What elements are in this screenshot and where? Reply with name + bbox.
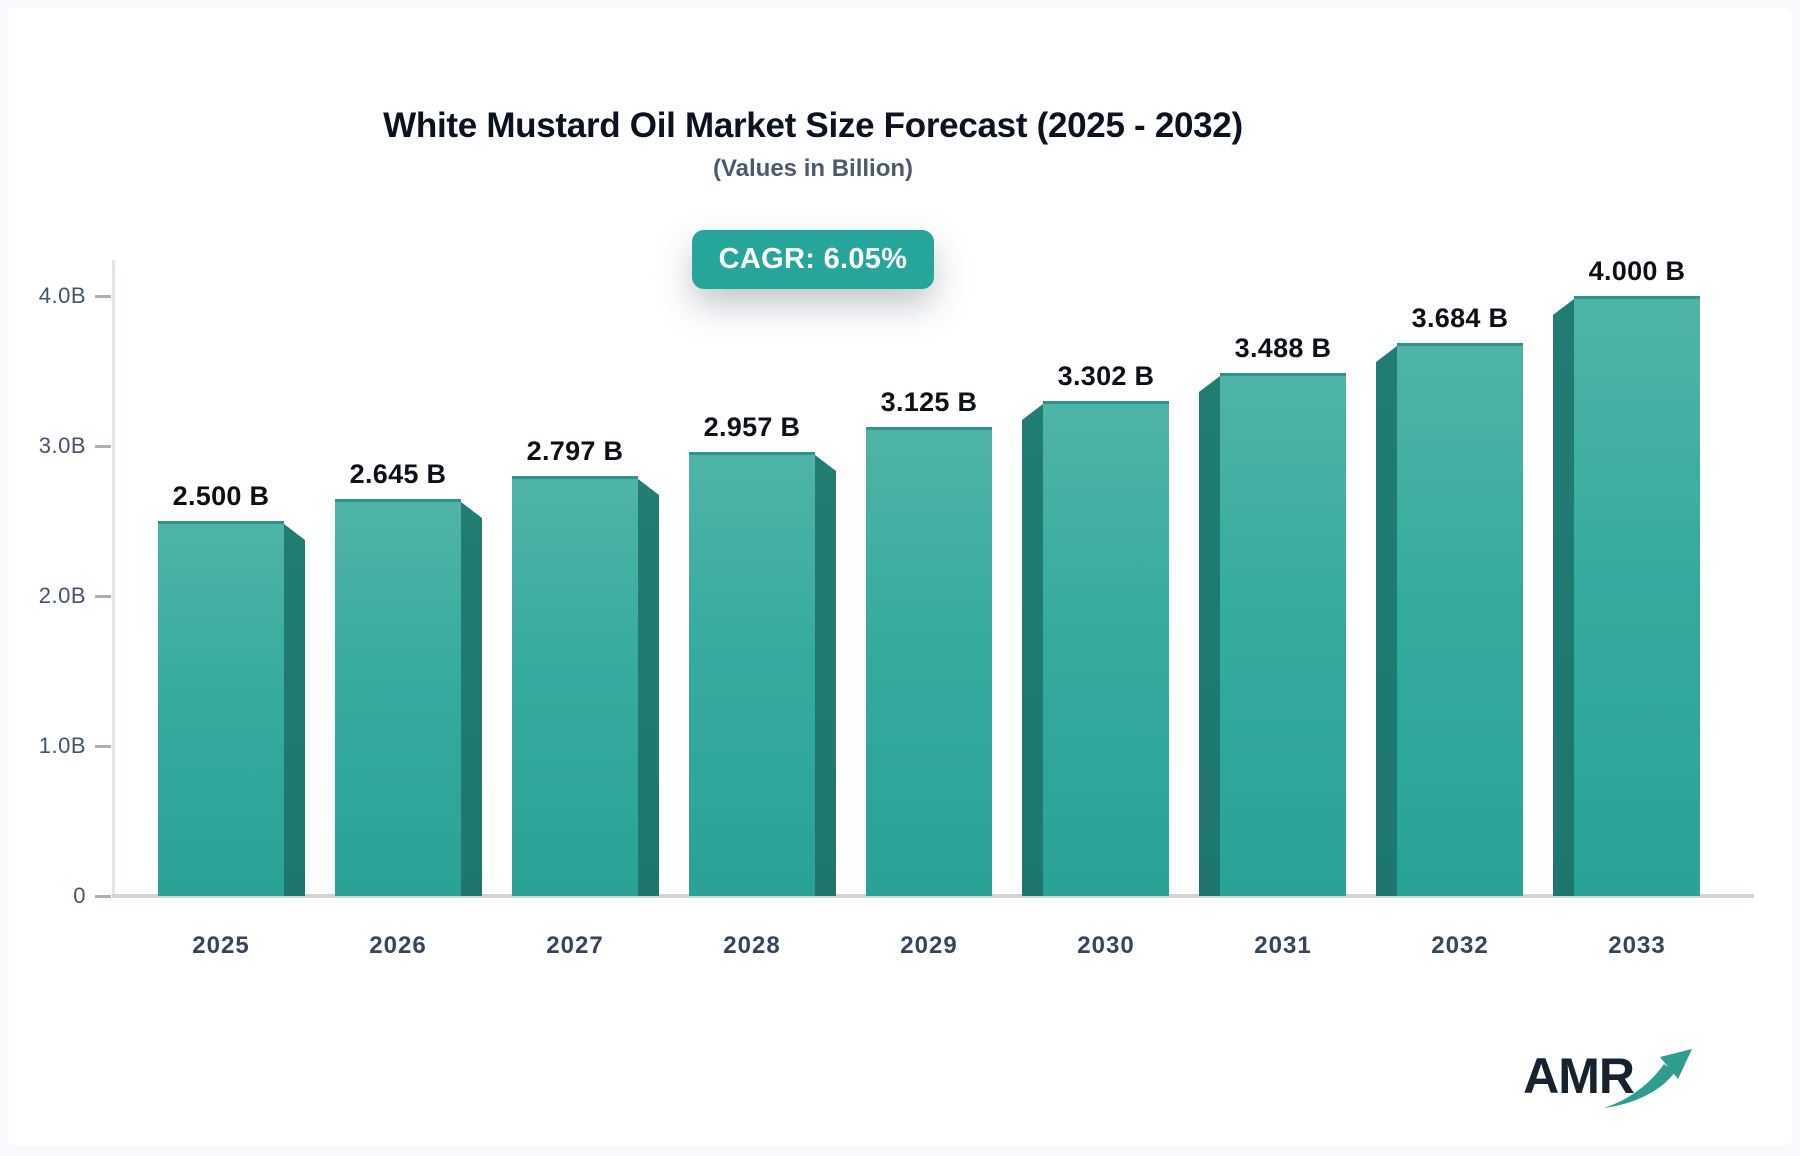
chart-card: White Mustard Oil Market Size Forecast (… bbox=[8, 8, 1792, 1146]
bar-group: 2.957 B 2028 bbox=[689, 412, 836, 959]
bar-group: 2.797 B 2027 bbox=[512, 436, 659, 959]
bar-face: 3.302 B bbox=[1022, 361, 1169, 896]
bar-group: 3.302 B 2030 bbox=[1022, 361, 1169, 959]
bar-value-label: 2.957 B bbox=[703, 412, 801, 442]
y-axis-tick-mark bbox=[95, 594, 111, 598]
bar-face: 2.957 B bbox=[689, 412, 836, 896]
y-axis-tick-label: 2.0B bbox=[38, 583, 86, 608]
bar-group: 4.000 B 2033 bbox=[1553, 256, 1700, 959]
bar-3d-side bbox=[815, 455, 836, 896]
bar-group: 2.645 B 2026 bbox=[335, 459, 482, 959]
chart-header: White Mustard Oil Market Size Forecast (… bbox=[8, 106, 1618, 289]
bar-value-label: 4.000 B bbox=[1588, 256, 1686, 286]
y-axis-tick-label: 4.0B bbox=[38, 283, 86, 308]
bar-value-label: 2.645 B bbox=[349, 459, 447, 489]
bar-face: 3.488 B bbox=[1199, 333, 1346, 896]
y-axis-tick-label: 1.0B bbox=[38, 733, 86, 758]
x-axis-label: 2033 bbox=[1608, 932, 1666, 959]
bar-value-label: 3.488 B bbox=[1234, 333, 1332, 363]
bar-3d-side bbox=[638, 479, 659, 896]
y-axis-tick-mark bbox=[95, 894, 111, 898]
bar-face: 2.500 B bbox=[158, 481, 305, 896]
y-axis-tick-mark bbox=[95, 744, 111, 748]
x-axis-label: 2030 bbox=[1077, 932, 1135, 959]
bar-3d-side bbox=[461, 502, 482, 896]
x-axis-label: 2032 bbox=[1431, 932, 1489, 959]
bar-value-label: 3.684 B bbox=[1411, 303, 1509, 333]
chart-title: White Mustard Oil Market Size Forecast (… bbox=[383, 106, 1243, 145]
growth-arrow-icon bbox=[1604, 1049, 1692, 1108]
bar-face: 3.125 B bbox=[866, 387, 992, 896]
x-axis-label: 2025 bbox=[192, 932, 250, 959]
amr-logo-text: AMR bbox=[1523, 1048, 1635, 1104]
x-axis-label: 2029 bbox=[900, 932, 958, 959]
bar-group: 3.488 B 2031 bbox=[1199, 333, 1346, 959]
chart-subtitle: (Values in Billion) bbox=[712, 155, 914, 182]
x-axis-baseline bbox=[112, 894, 1754, 898]
bar-value-label: 2.500 B bbox=[172, 481, 270, 511]
x-axis-label: 2027 bbox=[546, 932, 604, 959]
cagr-badge: CAGR: 6.05% bbox=[691, 230, 935, 289]
amr-logo: AMR bbox=[1523, 1046, 1706, 1116]
bar-face: 4.000 B bbox=[1553, 256, 1700, 896]
x-axis-label: 2026 bbox=[369, 932, 427, 959]
bar-3d-side bbox=[284, 524, 305, 896]
bar-value-label: 2.797 B bbox=[526, 436, 624, 466]
bar-face: 2.797 B bbox=[512, 436, 659, 896]
bar-value-label: 3.302 B bbox=[1057, 361, 1155, 391]
y-axis-line bbox=[112, 260, 115, 897]
bar-3d-side bbox=[1376, 346, 1397, 896]
bar-value-label: 3.125 B bbox=[880, 387, 978, 417]
bars-row: 2.500 B 2025 2.645 B 2026 2.797 B 2027 2.957 B… bbox=[158, 256, 1700, 959]
bar-group: 3.125 B 2029 bbox=[866, 387, 992, 959]
y-axis-tick-label: 0 bbox=[73, 883, 86, 908]
x-axis-label: 2028 bbox=[723, 932, 781, 959]
y-axis-tick-mark bbox=[95, 294, 111, 298]
bar-group: 2.500 B 2025 bbox=[158, 481, 305, 959]
x-axis-label: 2031 bbox=[1254, 932, 1312, 959]
y-axis-tick-mark bbox=[95, 444, 111, 448]
bar-face: 2.645 B bbox=[335, 459, 482, 896]
bar-face: 3.684 B bbox=[1376, 303, 1523, 896]
y-axis-tick-label: 3.0B bbox=[38, 433, 86, 458]
bar-3d-side bbox=[1199, 376, 1220, 896]
bar-3d-side bbox=[1553, 299, 1574, 896]
bar-3d-side bbox=[1022, 404, 1043, 896]
bar-group: 3.684 B 2032 bbox=[1376, 303, 1523, 959]
